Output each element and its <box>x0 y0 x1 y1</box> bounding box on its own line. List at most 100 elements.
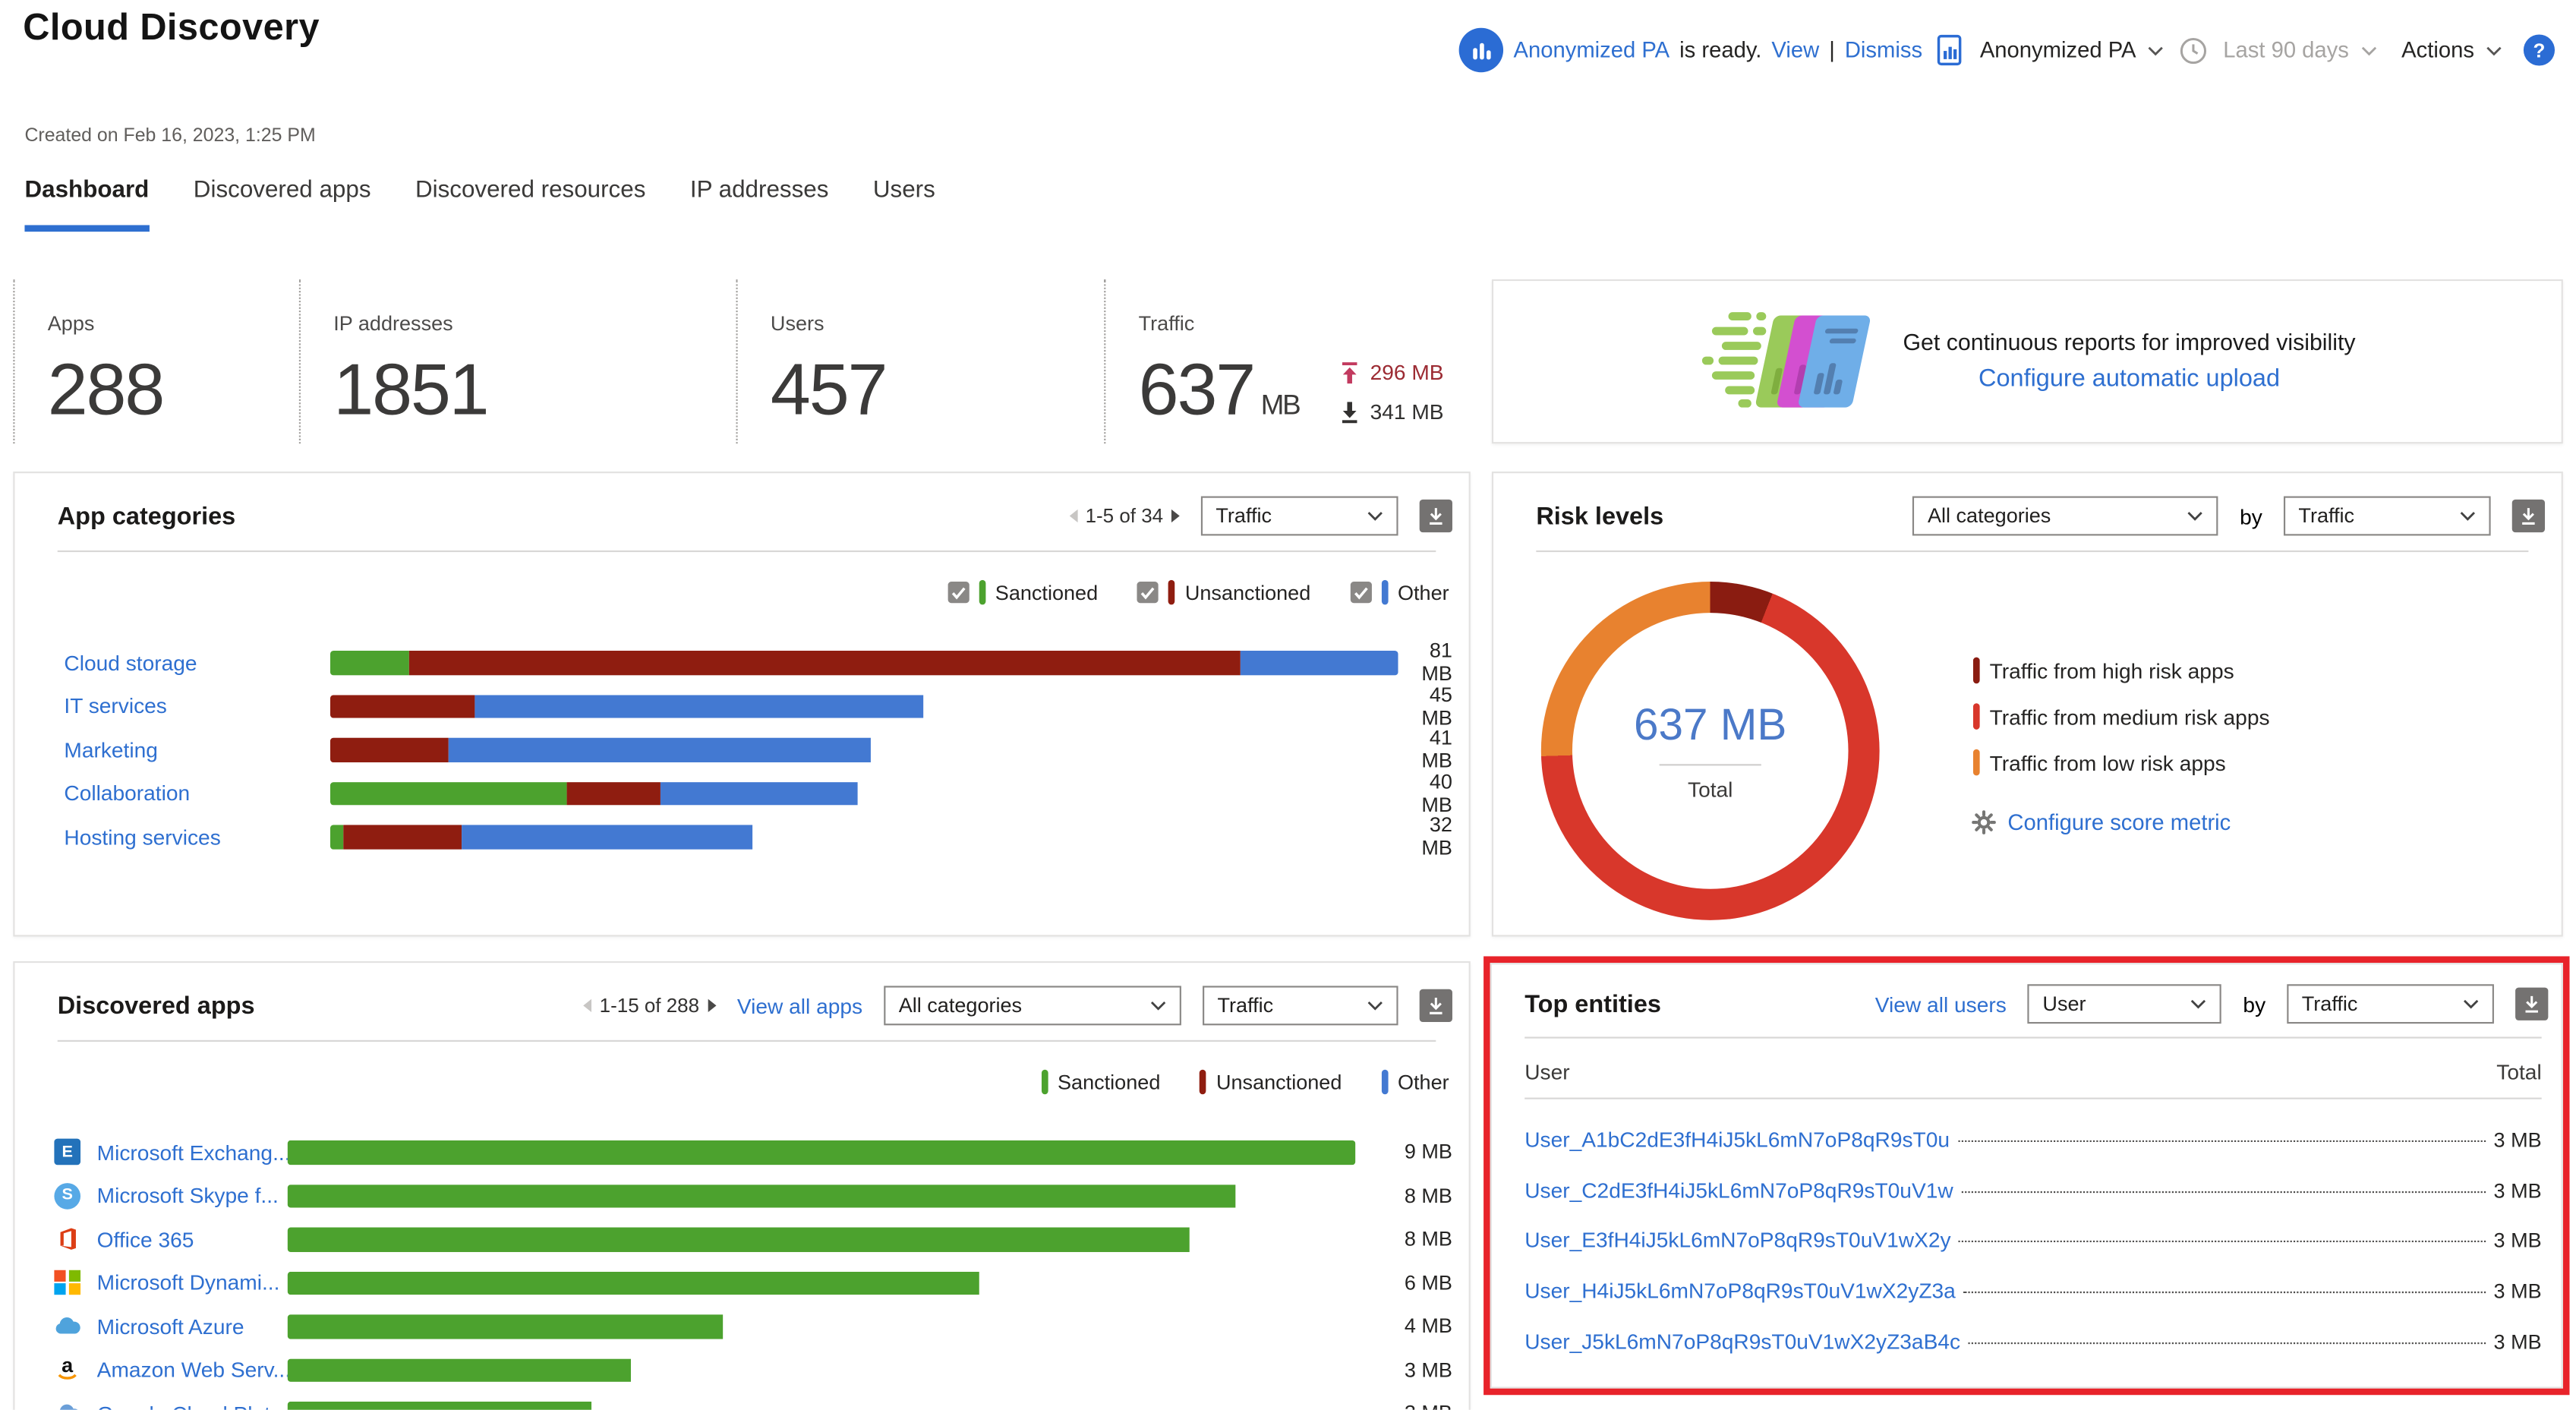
app-row: Microsoft Dynami... 6 MB <box>14 1261 1468 1304</box>
bar-segment-sanctioned <box>287 1314 724 1339</box>
downloaded-traffic: 341 MB <box>1338 399 1444 424</box>
other-checkbox[interactable] <box>1350 582 1372 604</box>
entity-row: User_J5kL6mN7oP8qR9sT0uV1wX2yZ3aB4c 3 MB <box>1524 1329 2542 1379</box>
category-link[interactable]: Marketing <box>64 737 158 762</box>
user-link[interactable]: User_H4iJ5kL6mN7oP8qR9sT0uV1wX2yZ3a <box>1524 1278 1956 1304</box>
app-link[interactable]: Office 365 <box>96 1226 194 1252</box>
discovered-apps-category-select[interactable]: All categories <box>884 986 1181 1026</box>
app-link[interactable]: Microsoft Dynami... <box>96 1270 280 1295</box>
risk-sort-select[interactable]: Traffic <box>2283 496 2491 536</box>
category-traffic-value: 40 MB <box>1421 770 1452 816</box>
legend-label: Traffic from medium risk apps <box>1989 704 2270 729</box>
tab-discovered-resources[interactable]: Discovered resources <box>415 177 646 204</box>
legend-label: Other <box>1397 1070 1449 1094</box>
prev-page-arrow[interactable] <box>1068 509 1077 523</box>
app-name: Microsoft Azure <box>54 1314 287 1340</box>
tab-ip-addresses[interactable]: IP addresses <box>689 177 829 204</box>
dotted-leader <box>1963 1292 2486 1294</box>
category-traffic-value: 45 MB <box>1421 683 1452 730</box>
bar-segment-other <box>475 694 924 718</box>
app-traffic-value: 8 MB <box>1404 1184 1452 1207</box>
upload-icon <box>1342 361 1357 383</box>
notification-dismiss-link[interactable]: Dismiss <box>1844 37 1923 63</box>
category-link[interactable]: IT services <box>64 693 167 719</box>
user-total-value: 3 MB <box>2493 1279 2542 1304</box>
time-range-selector[interactable]: Last 90 days <box>2223 38 2376 62</box>
category-link[interactable]: Hosting services <box>64 824 221 850</box>
created-timestamp: Created on Feb 16, 2023, 1:25 PM <box>24 126 316 147</box>
help-button[interactable]: ? <box>2523 34 2556 66</box>
report-ready-icon <box>1459 27 1504 73</box>
notification-status-text: is ready. <box>1679 37 1762 63</box>
entities-sort-select[interactable]: Traffic <box>2287 984 2494 1024</box>
risk-category-select[interactable]: All categories <box>1912 496 2218 536</box>
next-page-arrow[interactable] <box>1171 509 1180 523</box>
gcp-icon <box>54 1400 80 1410</box>
user-total-value: 3 MB <box>2493 1330 2542 1354</box>
risk-export-button[interactable] <box>2511 499 2546 533</box>
user-link[interactable]: User_C2dE3fH4iJ5kL6mN7oP8qR9sT0uV1w <box>1524 1177 1953 1203</box>
next-page-arrow[interactable] <box>707 998 716 1013</box>
risk-levels-title: Risk levels <box>1536 502 1664 530</box>
app-link[interactable]: Microsoft Skype f... <box>96 1183 279 1209</box>
app-name: Office 365 <box>54 1226 287 1253</box>
app-traffic-bar <box>287 1314 1356 1339</box>
app-link[interactable]: Amazon Web Serv... <box>96 1358 288 1383</box>
user-link[interactable]: User_J5kL6mN7oP8qR9sT0uV1wX2yZ3aB4c <box>1524 1329 1961 1354</box>
report-ready-notification: Anonymized PA is ready. View | Dismiss <box>1459 27 1923 73</box>
app-link[interactable]: Google Cloud Plat... <box>97 1401 288 1409</box>
discovered-apps-chart: E Microsoft Exchang... 9 MB S Microsoft Skyp… <box>14 1131 1468 1410</box>
entity-row: User_H4iJ5kL6mN7oP8qR9sT0uV1wX2yZ3a 3 MB <box>1524 1279 2542 1329</box>
actions-menu[interactable]: Actions <box>2401 38 2502 62</box>
report-selector[interactable]: Anonymized PA <box>1980 38 2165 62</box>
discovered-apps-sort-select[interactable]: Traffic <box>1203 986 1398 1026</box>
sanctioned-checkbox[interactable] <box>947 582 970 604</box>
top-entities-export-button[interactable] <box>2515 987 2549 1020</box>
tab-discovered-apps[interactable]: Discovered apps <box>193 177 371 204</box>
discovered-apps-export-button[interactable] <box>1419 989 1452 1023</box>
discovered-apps-card: Discovered apps 1-15 of 288 View all app… <box>13 961 1471 1410</box>
user-total-value: 3 MB <box>2493 1128 2542 1152</box>
tab-users[interactable]: Users <box>872 177 935 204</box>
notification-view-link[interactable]: View <box>1771 37 1820 63</box>
topbar: Anonymized PA is ready. View | Dismiss A… <box>1459 27 2556 73</box>
user-link[interactable]: User_E3fH4iJ5kL6mN7oP8qR9sT0uV1wX2y <box>1524 1228 1951 1253</box>
configure-automatic-upload-link[interactable]: Configure automatic upload <box>1979 364 2281 393</box>
azure-icon <box>54 1314 80 1340</box>
bar-segment-sanctioned <box>329 781 568 806</box>
category-link[interactable]: Collaboration <box>64 781 191 806</box>
unsanctioned-checkbox[interactable] <box>1137 582 1159 604</box>
notification-report-link[interactable]: Anonymized PA <box>1513 37 1670 63</box>
bar-segment-unsanctioned <box>329 737 449 762</box>
app-categories-export-button[interactable] <box>1419 499 1452 533</box>
traffic-total: 637 MB <box>1138 349 1301 431</box>
app-link[interactable]: Microsoft Azure <box>96 1314 244 1339</box>
stacked-traffic-bar <box>329 650 1398 675</box>
app-traffic-value: 6 MB <box>1404 1271 1452 1295</box>
app-name: Google Cloud Plat... <box>54 1400 288 1410</box>
bar-segment-unsanctioned <box>409 650 1241 675</box>
legend-label: Unsanctioned <box>1184 580 1311 604</box>
category-link[interactable]: Cloud storage <box>64 650 197 675</box>
risk-legend: Traffic from high risk apps Traffic from … <box>1972 657 2270 776</box>
stat-ip-addresses: IP addresses 1851 <box>298 279 736 444</box>
app-categories-sort-select[interactable]: Traffic <box>1200 496 1398 536</box>
legend-label: Traffic from low risk apps <box>1989 749 2226 775</box>
view-all-users-link[interactable]: View all users <box>1874 991 2007 1017</box>
app-link[interactable]: Microsoft Exchang... <box>96 1140 288 1165</box>
category-row: Cloud storage 81 MB <box>14 639 1468 686</box>
tab-dashboard[interactable]: Dashboard <box>24 178 149 232</box>
configure-score-metric-link[interactable]: Configure score metric <box>2007 809 2231 835</box>
legend-label: Sanctioned <box>995 580 1099 604</box>
legend-item-unsanctioned: Unsanctioned <box>1137 579 1311 605</box>
legend-label: Unsanctioned <box>1215 1070 1342 1094</box>
app-traffic-bar <box>287 1184 1356 1208</box>
legend-color-pill <box>1381 1069 1389 1095</box>
entity-type-select[interactable]: User <box>2027 984 2222 1024</box>
stat-apps: Apps 288 <box>13 279 299 444</box>
category-traffic-value: 32 MB <box>1421 813 1452 860</box>
prev-page-arrow[interactable] <box>583 998 591 1013</box>
user-link[interactable]: User_A1bC2dE3fH4iJ5kL6mN7oP8qR9sT0u <box>1524 1127 1950 1152</box>
view-all-apps-link[interactable]: View all apps <box>736 993 863 1018</box>
